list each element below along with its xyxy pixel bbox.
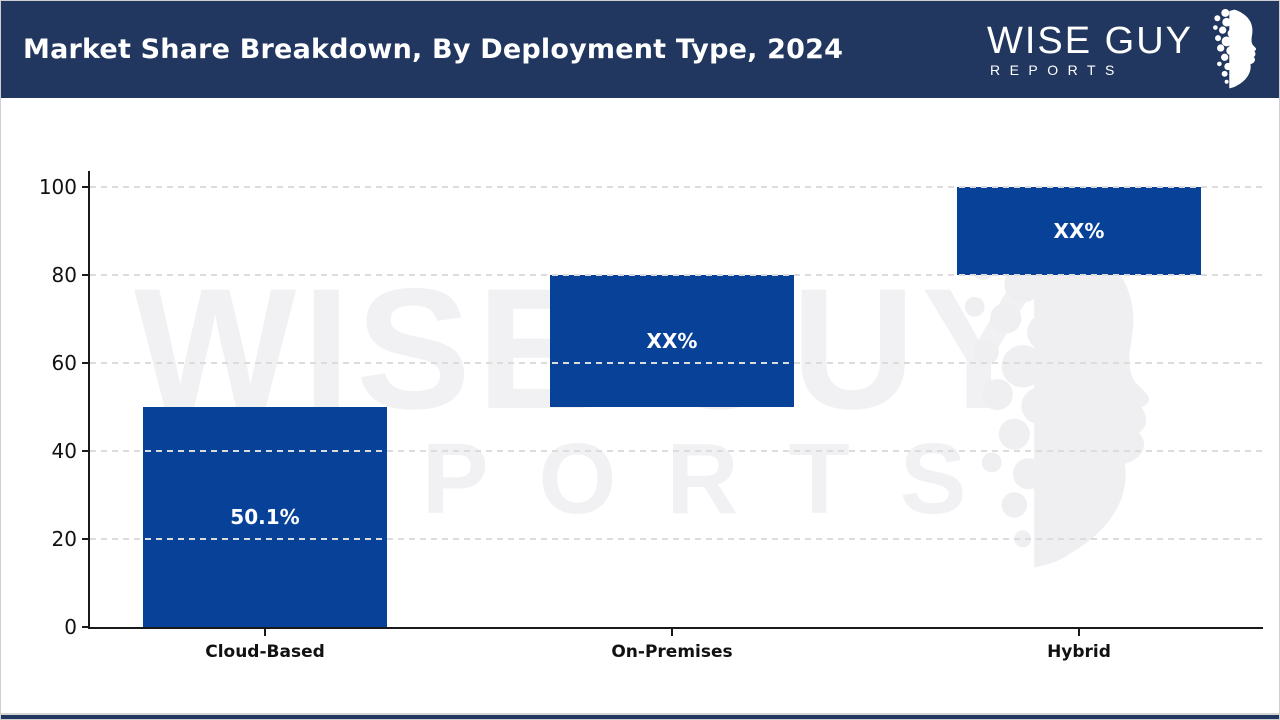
x-category-label: Hybrid xyxy=(1047,642,1111,662)
y-tick xyxy=(82,362,90,364)
header-bar: Market Share Breakdown, By Deployment Ty… xyxy=(1,1,1279,98)
x-tick xyxy=(1078,629,1080,636)
gridline-100 xyxy=(90,186,1263,188)
y-axis xyxy=(88,171,90,629)
y-tick-label: 0 xyxy=(64,615,77,639)
gridline-80 xyxy=(90,274,1263,276)
y-tick xyxy=(82,626,90,628)
chart-title: Market Share Breakdown, By Deployment Ty… xyxy=(23,34,844,65)
x-axis xyxy=(88,627,1263,629)
gridline-60 xyxy=(90,362,1263,364)
logo-reports-text: REPORTS xyxy=(989,62,1124,79)
y-tick-label: 20 xyxy=(51,527,77,551)
y-tick xyxy=(82,274,90,276)
footer-divider xyxy=(1,713,1279,715)
bar-value-label: 50.1% xyxy=(230,504,300,529)
y-tick xyxy=(82,538,90,540)
y-tick-label: 40 xyxy=(51,439,77,463)
bar-hybrid: XX% xyxy=(957,187,1201,275)
x-category-label: Cloud-Based xyxy=(205,642,325,662)
y-tick-label: 100 xyxy=(38,175,77,199)
gridline-40 xyxy=(90,450,1263,452)
x-category-label: On-Premises xyxy=(611,642,733,662)
bar-value-label: XX% xyxy=(646,328,698,353)
gridline-20 xyxy=(90,538,1263,540)
bar-value-label: XX% xyxy=(1053,219,1105,243)
logo-wiseguy-text: WISE GUY xyxy=(986,19,1193,62)
y-tick-label: 60 xyxy=(51,351,77,375)
y-tick xyxy=(82,186,90,188)
y-tick-label: 80 xyxy=(51,263,77,287)
x-tick xyxy=(671,629,673,636)
x-tick xyxy=(264,629,266,636)
footer-bar xyxy=(1,715,1279,719)
wiseguy-logo: WISE GUY REPORTS xyxy=(987,5,1265,95)
y-tick xyxy=(82,450,90,452)
bar-cloud-based: 50.1% xyxy=(143,406,387,627)
bar-on-premises: XX% xyxy=(550,275,794,407)
